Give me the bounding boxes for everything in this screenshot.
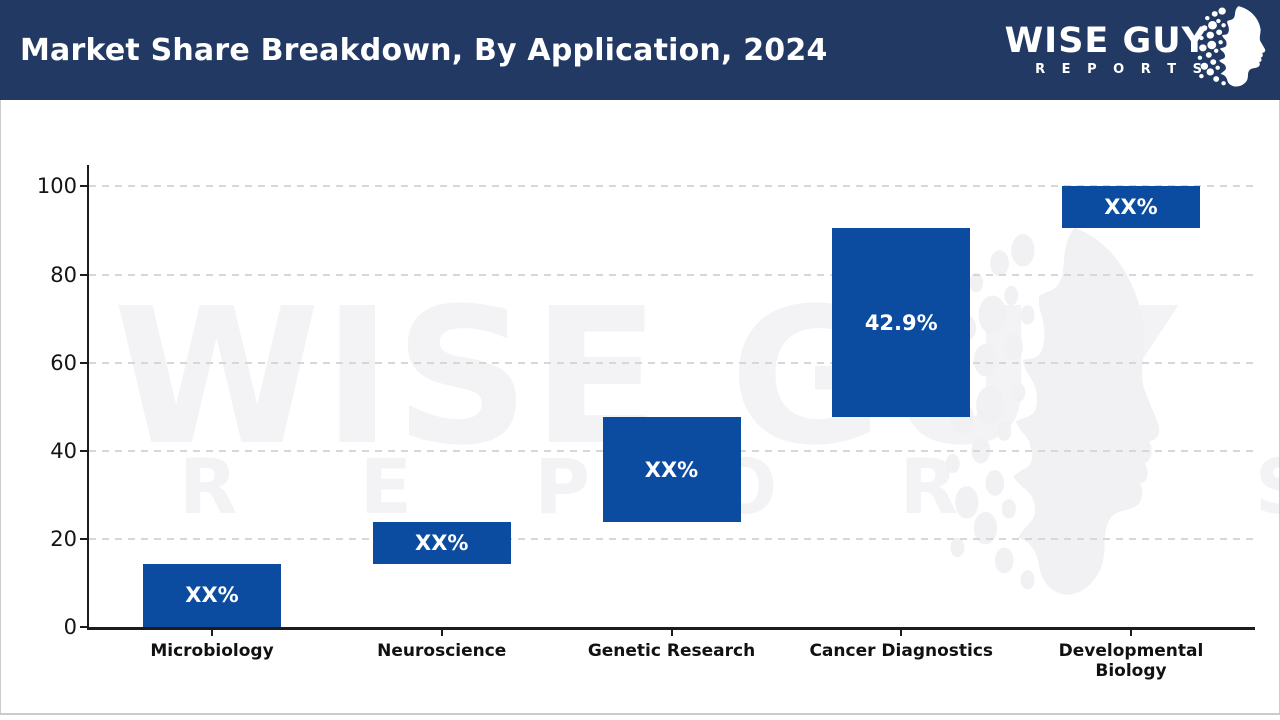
x-tick xyxy=(900,629,903,636)
header: Market Share Breakdown, By Application, … xyxy=(0,0,1280,100)
chart-area: WISE GUY R E P O R T S 020406080100Micro… xyxy=(0,100,1280,715)
x-tick xyxy=(1130,629,1132,636)
bar-neuroscience: XX% xyxy=(372,522,511,564)
x-tick-label: Genetic Research xyxy=(587,641,756,661)
wise-guy-head-icon xyxy=(1197,6,1266,87)
x-tick-label: Microbiology xyxy=(150,641,274,661)
bar-value-label: XX% xyxy=(644,457,699,482)
y-tick xyxy=(80,273,87,276)
x-tick-label: Neuroscience xyxy=(377,641,507,661)
wiseguy-logo: WISE GUY R E P O R T S xyxy=(1005,0,1268,100)
page-title: Market Share Breakdown, By Application, … xyxy=(20,32,828,68)
bar-developmental-biology: XX% xyxy=(1062,186,1200,229)
bar-microbiology: XX% xyxy=(143,563,281,627)
bar-value-label: 42.9% xyxy=(864,310,938,335)
x-tick-label: Developmental Biology xyxy=(1058,641,1204,681)
x-tick xyxy=(440,629,443,636)
x-tick-label: Cancer Diagnostics xyxy=(809,641,994,661)
x-axis-line xyxy=(87,627,1255,630)
bar-cancer-diagnostics: 42.9% xyxy=(832,228,971,418)
y-tick xyxy=(80,626,87,628)
x-tick xyxy=(670,629,673,636)
y-tick xyxy=(80,537,87,540)
gridline xyxy=(89,273,1255,276)
y-tick-label: 60 xyxy=(50,350,77,375)
y-tick-label: 0 xyxy=(63,615,77,639)
gridline xyxy=(89,537,1255,540)
x-tick xyxy=(211,629,213,636)
bar-value-label: XX% xyxy=(415,531,469,556)
logo-wordmark: WISE GUY xyxy=(1004,20,1208,61)
y-tick xyxy=(80,361,87,364)
bar-value-label: XX% xyxy=(185,583,239,608)
y-tick xyxy=(80,449,87,452)
y-tick xyxy=(80,185,87,188)
gridline xyxy=(89,361,1255,364)
logo-subtext: R E P O R T S xyxy=(1035,61,1208,77)
y-tick-label: 100 xyxy=(36,174,77,199)
y-axis-line xyxy=(87,165,89,629)
bar-value-label: XX% xyxy=(1104,195,1158,220)
gridline xyxy=(89,185,1255,188)
plot: 0 20 40 60 80 100 Microbiology XX% Neuroscience X… xyxy=(1,100,1279,713)
y-tick-label: 40 xyxy=(50,438,77,463)
bar-genetic-research: XX% xyxy=(602,417,741,523)
y-tick-label: 20 xyxy=(50,526,77,551)
y-tick-label: 80 xyxy=(50,262,77,287)
